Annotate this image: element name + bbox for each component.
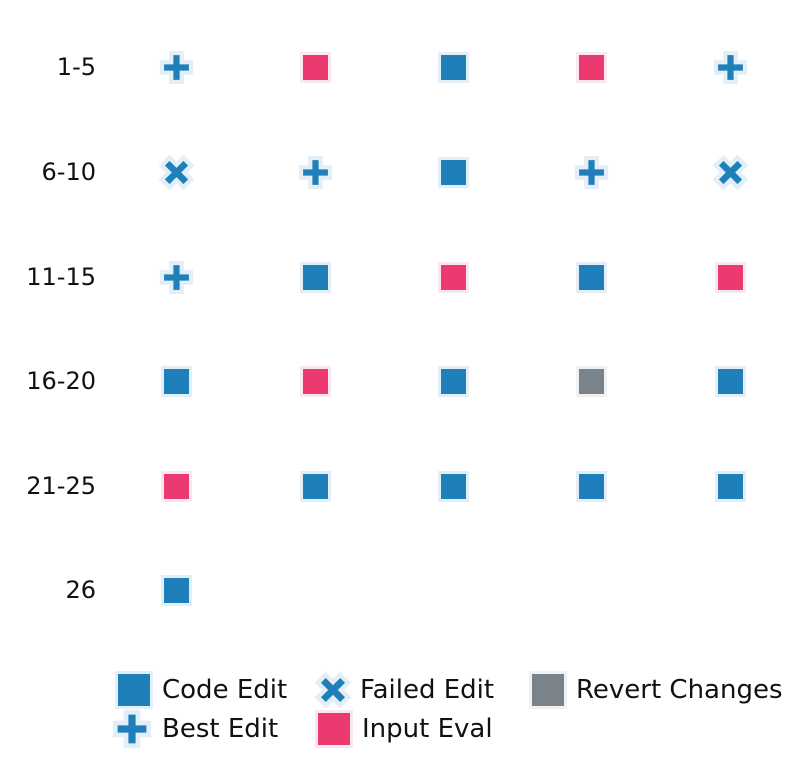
marker-input-eval [578,54,604,80]
marker-code-edit [163,577,189,603]
y-tick-label: 21-25 [26,472,96,500]
marker-code-edit [578,473,604,499]
marker-code-edit [440,159,466,185]
marker-code-edit [302,264,328,290]
marker-code-edit [717,368,743,394]
marker-failed-edit [158,154,194,190]
marker-best-edit [713,50,747,84]
marker-input-eval [302,54,328,80]
marker-code-edit [440,368,466,394]
y-tick-label: 16-20 [26,367,96,395]
marker-best-edit [159,260,193,294]
legend-marker-revert-changes [532,674,564,706]
marker-code-edit [163,368,189,394]
marker-code-edit [578,264,604,290]
legend-label-failed-edit: Failed Edit [360,675,495,705]
marker-code-edit [440,54,466,80]
y-tick-label: 1-5 [56,53,96,81]
legend-marker-input-eval [318,713,350,745]
legend-marker-best-edit [112,709,152,749]
legend-label-input-eval: Input Eval [362,714,493,744]
marker-input-eval [163,473,189,499]
y-tick-label: 6-10 [41,158,96,186]
marker-best-edit [298,155,332,189]
legend-marker-code-edit [118,674,150,706]
marker-input-eval [440,264,466,290]
y-tick-label: 11-15 [26,263,96,291]
legend-label-best-edit: Best Edit [162,714,279,744]
marker-input-eval [302,368,328,394]
marker-input-eval [717,264,743,290]
legend-label-code-edit: Code Edit [162,675,288,705]
marker-code-edit [302,473,328,499]
marker-best-edit [574,155,608,189]
legend-marker-failed-edit [314,671,352,709]
marker-code-edit [717,473,743,499]
marker-revert-changes [578,368,604,394]
y-tick-label: 26 [65,576,96,604]
marker-best-edit [159,50,193,84]
legend-label-revert-changes: Revert Changes [576,675,783,705]
marker-code-edit [440,473,466,499]
marker-failed-edit [712,154,748,190]
